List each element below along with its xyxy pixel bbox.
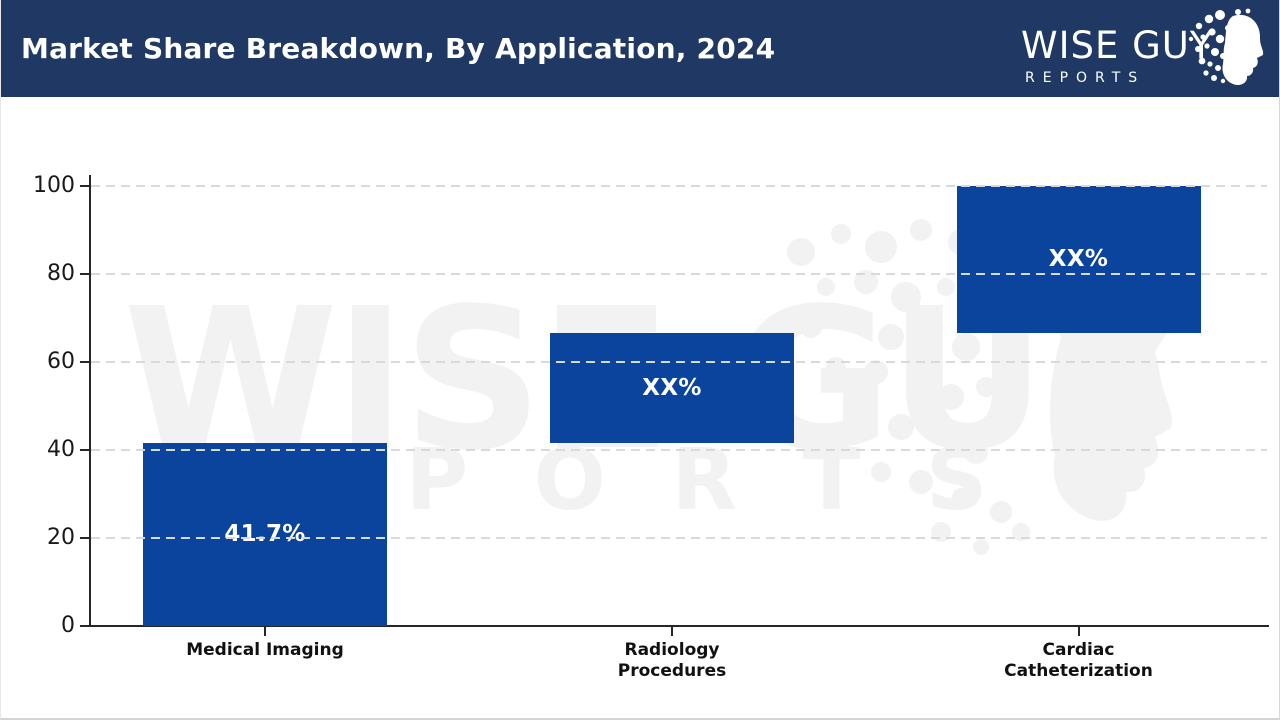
y-tick-mark-80 bbox=[80, 273, 89, 275]
y-tick-mark-100 bbox=[80, 185, 89, 187]
bar-value-label: XX% bbox=[1048, 246, 1109, 273]
gridline-80 bbox=[91, 273, 1267, 275]
x-tick-mark-2 bbox=[1077, 627, 1080, 636]
bar-value-label: 41.7% bbox=[224, 521, 306, 548]
y-tick-label-0: 0 bbox=[61, 613, 75, 638]
y-tick-label-60: 60 bbox=[47, 349, 75, 374]
chart-area: WISE GUY R E P O R T S bbox=[1, 97, 1279, 718]
x-axis-spine bbox=[89, 625, 1269, 627]
header-banner: Market Share Breakdown, By Application, … bbox=[1, 0, 1279, 97]
wiseguy-reports-logo: WISE GUY REPORTS bbox=[1021, 8, 1264, 86]
bar-radiology-procedures: XX% bbox=[550, 332, 794, 443]
page-title: Market Share Breakdown, By Application, … bbox=[21, 32, 776, 65]
logo-wordmark: WISE GUY bbox=[1021, 24, 1213, 67]
gridline-40 bbox=[91, 449, 1267, 451]
x-tick-label-0: Medical Imaging bbox=[186, 640, 344, 660]
gridline-60 bbox=[91, 361, 1267, 363]
y-tick-label-20: 20 bbox=[47, 525, 75, 550]
gridline-20 bbox=[91, 537, 1267, 539]
gridline-100 bbox=[91, 185, 1267, 187]
y-tick-label-100: 100 bbox=[33, 173, 75, 198]
x-tick-mark-0 bbox=[264, 627, 266, 636]
y-tick-mark-20 bbox=[80, 537, 89, 539]
bar-medical-imaging: 41.7% bbox=[143, 442, 387, 626]
y-tick-mark-40 bbox=[80, 449, 89, 451]
y-tick-label-80: 80 bbox=[47, 261, 75, 286]
x-tick-label-2: Cardiac Catheterization bbox=[1004, 640, 1153, 682]
y-tick-mark-0 bbox=[80, 625, 89, 627]
logo-subtitle: REPORTS bbox=[1025, 70, 1145, 86]
logo-face-dots-icon bbox=[1188, 8, 1264, 85]
x-tick-mark-1 bbox=[671, 627, 673, 636]
bar-value-label: XX% bbox=[642, 374, 702, 401]
x-tick-label-1: Radiology Procedures bbox=[617, 640, 727, 682]
bar-cardiac-catheterization: XX% bbox=[956, 186, 1201, 333]
y-tick-mark-60 bbox=[80, 361, 89, 363]
y-tick-label-40: 40 bbox=[47, 437, 75, 462]
y-axis-spine bbox=[89, 175, 91, 627]
